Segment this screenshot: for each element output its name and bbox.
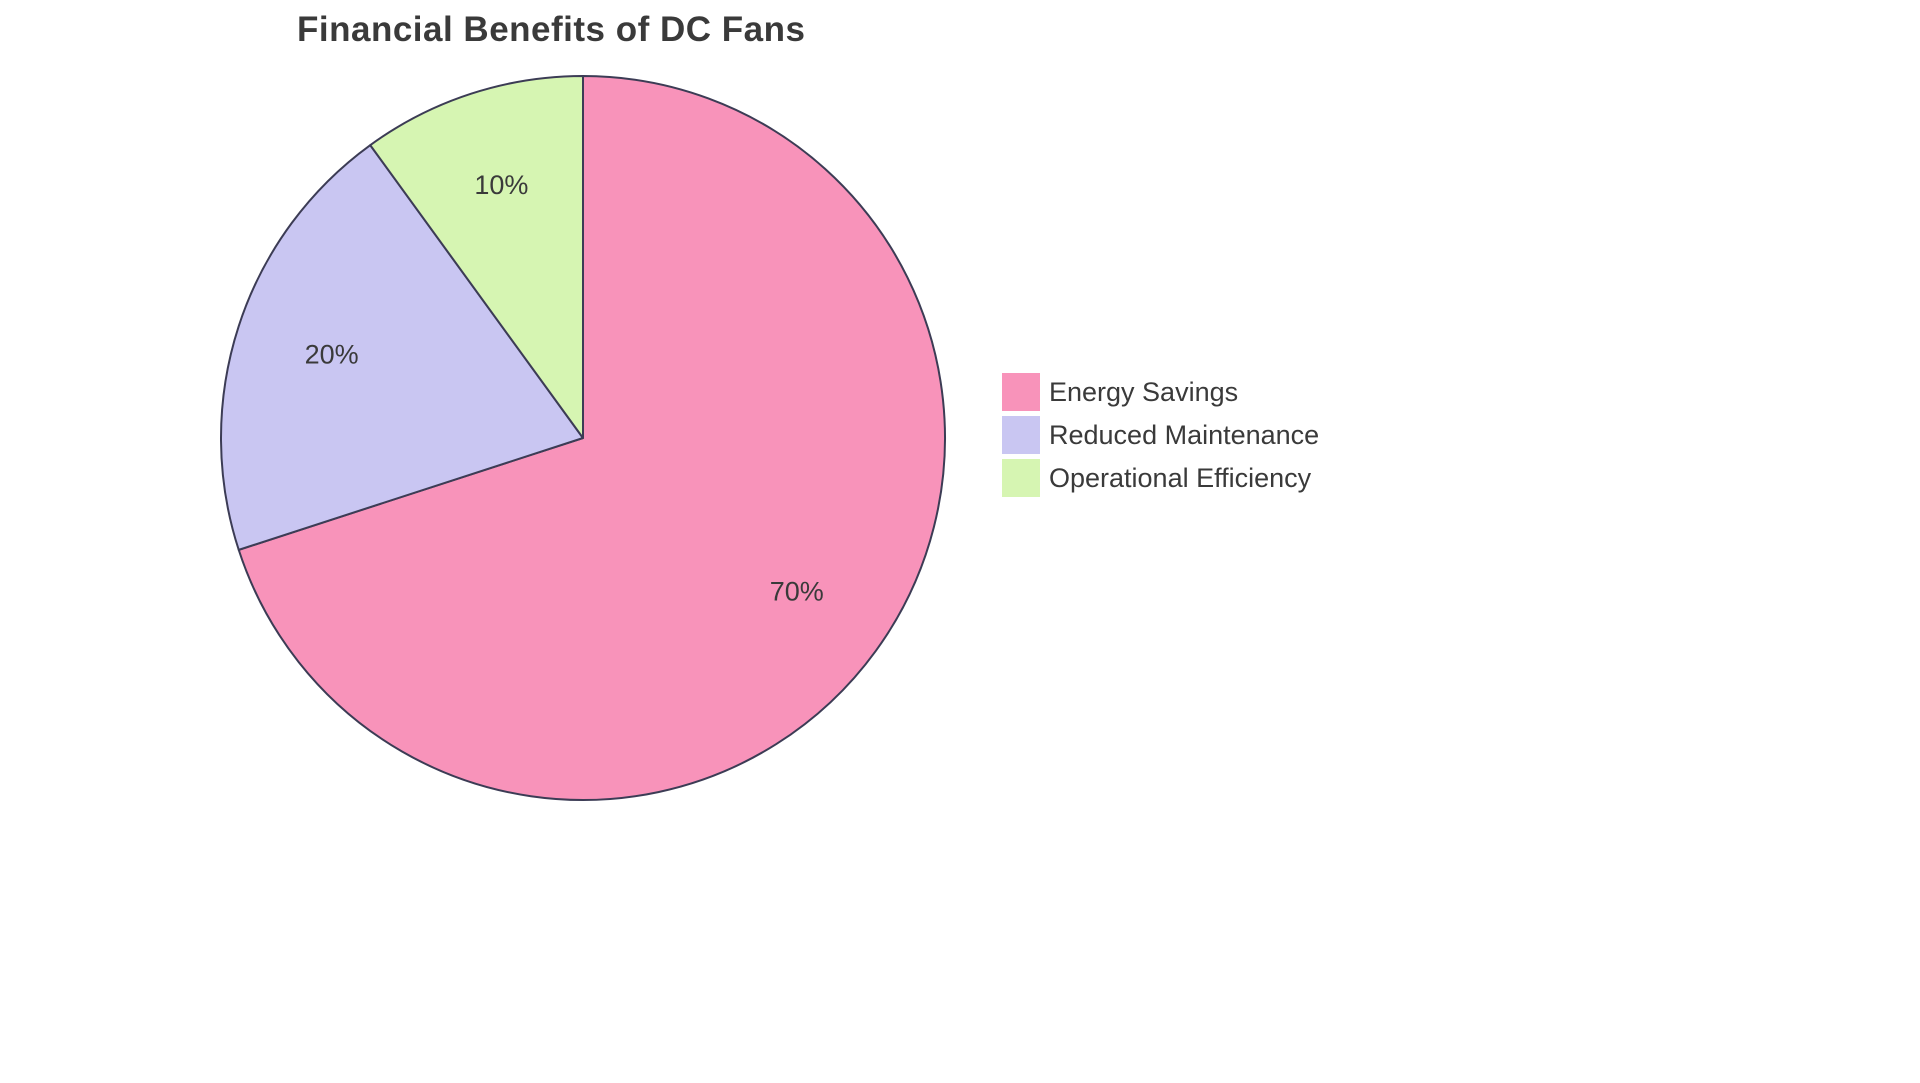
slice-percent-label: 10%	[474, 170, 528, 200]
legend-swatch-reduced-maintenance	[1002, 416, 1040, 454]
legend: Energy Savings Reduced Maintenance Operati…	[1002, 373, 1319, 497]
slice-percent-label: 20%	[305, 339, 359, 369]
legend-item-reduced-maintenance: Reduced Maintenance	[1002, 416, 1319, 454]
legend-label: Operational Efficiency	[1049, 462, 1312, 493]
pie-slice-energy-savings	[237, 75, 946, 801]
legend-item-operational-efficiency: Operational Efficiency	[1002, 459, 1319, 497]
legend-swatch-operational-efficiency	[1002, 459, 1040, 497]
chart-title: Financial Benefits of DC Fans	[297, 10, 806, 49]
slice-percent-label: 70%	[770, 576, 824, 606]
legend-label: Reduced Maintenance	[1049, 419, 1320, 450]
legend-item-energy-savings: Energy Savings	[1002, 373, 1319, 411]
pie-slice-operational-efficiency	[369, 75, 584, 439]
legend-label: Energy Savings	[1049, 376, 1239, 407]
pie-slice-reduced-maintenance	[220, 144, 584, 551]
legend-swatch-energy-savings	[1002, 373, 1040, 411]
